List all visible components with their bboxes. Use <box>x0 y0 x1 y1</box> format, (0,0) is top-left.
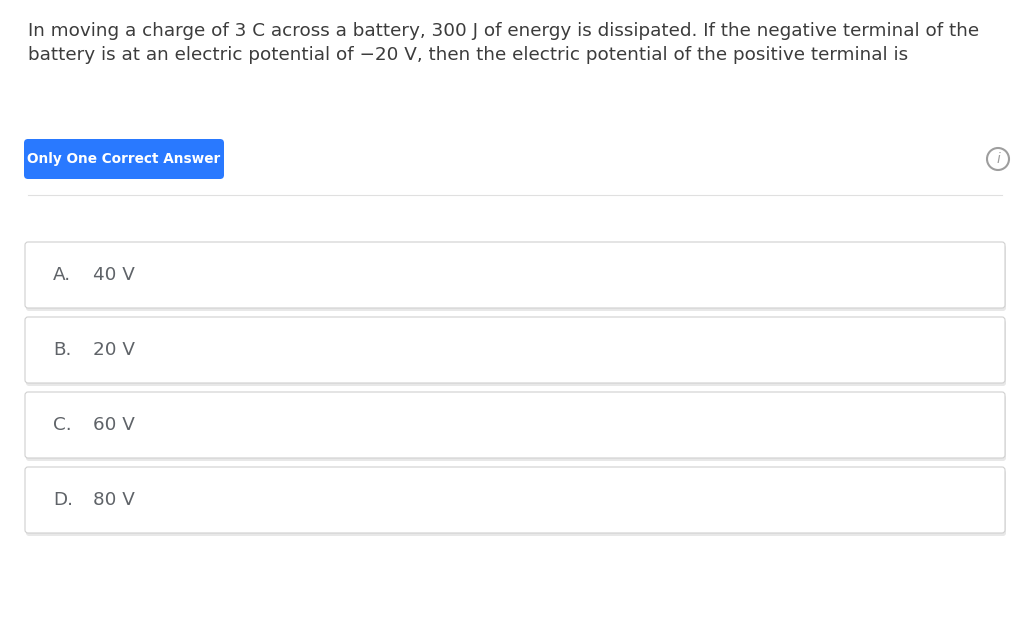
FancyBboxPatch shape <box>26 395 1006 461</box>
Text: A.: A. <box>53 266 71 284</box>
Text: 40 V: 40 V <box>93 266 135 284</box>
Text: B.: B. <box>53 341 72 359</box>
FancyBboxPatch shape <box>25 392 1005 458</box>
FancyBboxPatch shape <box>25 467 1005 533</box>
Text: 60 V: 60 V <box>93 416 135 434</box>
Text: Only One Correct Answer: Only One Correct Answer <box>28 152 220 166</box>
FancyBboxPatch shape <box>26 470 1006 536</box>
Text: In moving a charge of 3 C across a battery, 300 J of energy is dissipated. If th: In moving a charge of 3 C across a batte… <box>28 22 979 40</box>
Text: battery is at an electric potential of −20 V, then the electric potential of the: battery is at an electric potential of −… <box>28 46 908 64</box>
FancyBboxPatch shape <box>26 245 1006 311</box>
FancyBboxPatch shape <box>26 320 1006 386</box>
Text: D.: D. <box>53 491 73 509</box>
Text: i: i <box>996 152 1000 166</box>
FancyBboxPatch shape <box>24 139 224 179</box>
FancyBboxPatch shape <box>25 242 1005 308</box>
Text: C.: C. <box>53 416 72 434</box>
Text: 20 V: 20 V <box>93 341 135 359</box>
FancyBboxPatch shape <box>25 317 1005 383</box>
Text: 80 V: 80 V <box>93 491 135 509</box>
